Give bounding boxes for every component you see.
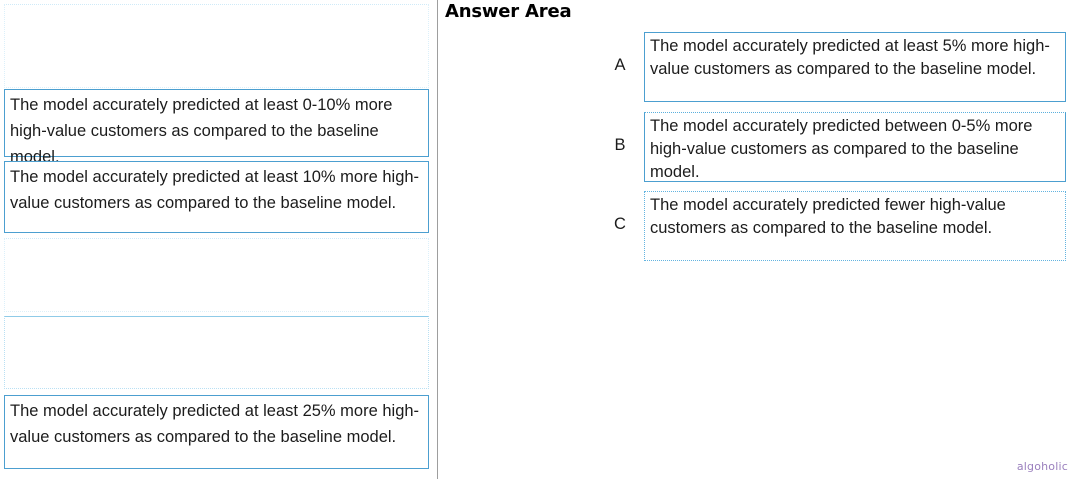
drag-source-item-1[interactable]: [4, 4, 429, 88]
answer-dropzone-c[interactable]: The model accurately predicted fewer hig…: [644, 191, 1066, 261]
watermark: algoholic: [1016, 460, 1068, 473]
answer-row-b: B The model accurately predicted between…: [438, 112, 1074, 182]
answer-letter-c: C: [614, 215, 626, 233]
answer-area-title: Answer Area: [445, 1, 572, 22]
answer-letter-a: A: [614, 56, 626, 74]
drag-source-item-3[interactable]: The model accurately predicted at least …: [4, 161, 429, 233]
answer-letter-b: B: [614, 136, 626, 154]
drag-source-text-3: The model accurately predicted at least …: [10, 168, 420, 212]
panel-divider: [437, 0, 438, 479]
drag-source-item-4[interactable]: [4, 238, 429, 312]
drag-source-item-5[interactable]: [4, 316, 429, 389]
drag-source-text-6: The model accurately predicted at least …: [10, 402, 420, 446]
answer-row-c: C The model accurately predicted fewer h…: [438, 191, 1074, 261]
answer-row-a: A The model accurately predicted at leas…: [438, 32, 1074, 102]
drag-source-panel: The model accurately predicted at least …: [0, 0, 437, 479]
drag-source-item-6[interactable]: The model accurately predicted at least …: [4, 395, 429, 469]
answer-area-panel: Answer Area A The model accurately predi…: [438, 0, 1074, 479]
answer-dropzone-a[interactable]: The model accurately predicted at least …: [644, 32, 1066, 102]
drag-source-text-2: The model accurately predicted at least …: [10, 96, 393, 166]
answer-text-c: The model accurately predicted fewer hig…: [650, 196, 1006, 237]
drag-source-item-2[interactable]: The model accurately predicted at least …: [4, 89, 429, 166]
answer-text-a: The model accurately predicted at least …: [650, 37, 1050, 78]
answer-text-b: The model accurately predicted between 0…: [650, 117, 1033, 181]
answer-dropzone-b[interactable]: The model accurately predicted between 0…: [644, 112, 1066, 182]
